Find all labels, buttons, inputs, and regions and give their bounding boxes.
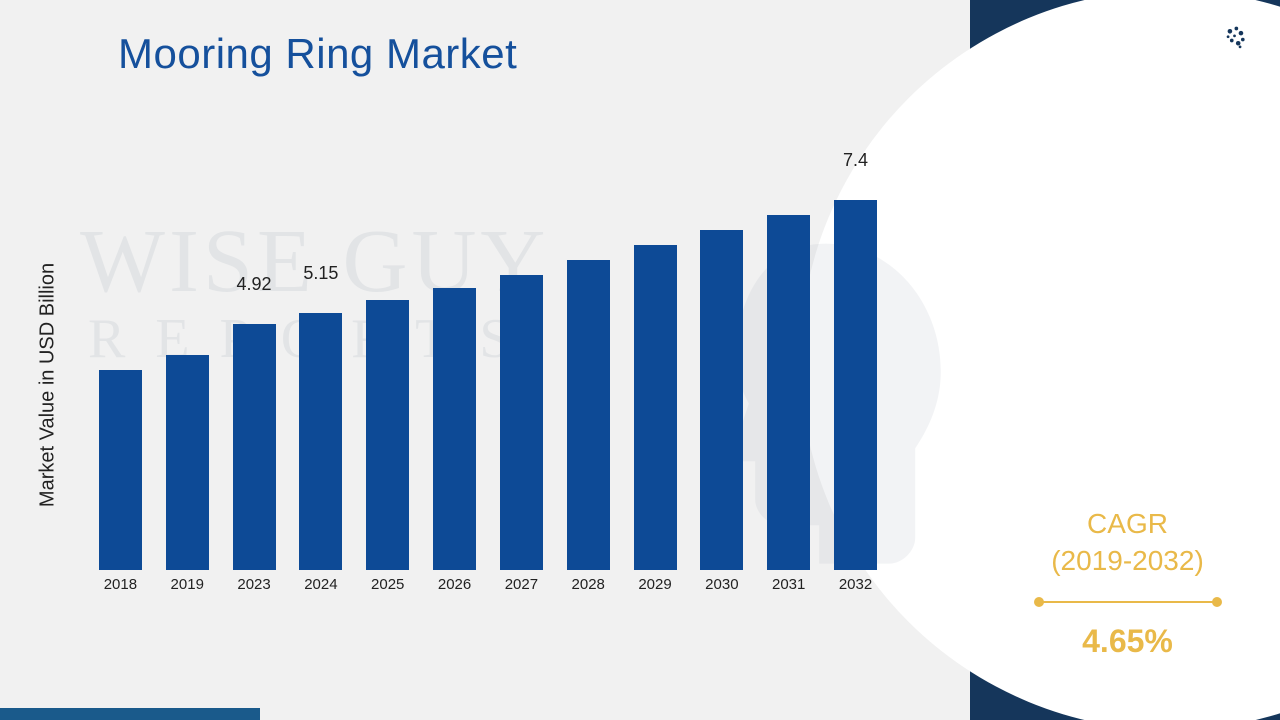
x-axis: 2018 2019 2023 2024 2025 2026 2027 2028 2029 2030… bbox=[90, 570, 886, 600]
bar bbox=[631, 245, 680, 570]
x-tick: 2029 bbox=[631, 570, 680, 600]
x-tick: 2028 bbox=[564, 570, 613, 600]
bar-value-label: 5.15 bbox=[303, 263, 338, 288]
bar-rect bbox=[567, 260, 610, 570]
bar bbox=[163, 355, 212, 570]
logo-text-line2: REPORTS bbox=[992, 74, 1252, 95]
x-tick: 2023 bbox=[230, 570, 279, 600]
cagr-divider bbox=[1038, 597, 1218, 607]
bar-rect bbox=[233, 324, 276, 570]
x-tick: 2024 bbox=[296, 570, 345, 600]
bottom-accent-bar bbox=[0, 708, 260, 720]
x-tick: 2032 bbox=[831, 570, 880, 600]
x-tick: 2031 bbox=[764, 570, 813, 600]
x-tick: 2025 bbox=[363, 570, 412, 600]
bar-rect bbox=[834, 200, 877, 570]
cagr-block: CAGR (2019-2032) 4.65% bbox=[1015, 506, 1240, 660]
bar: 5.15 bbox=[296, 313, 345, 571]
bar bbox=[764, 215, 813, 570]
bar-value-label: 7.4 bbox=[843, 150, 868, 175]
bar-rect bbox=[500, 275, 543, 570]
bar bbox=[430, 288, 479, 571]
bars-container: 4.92 5.15 7.4 bbox=[90, 170, 886, 570]
bar-chart: Market Value in USD Billion 4.925.157.4 … bbox=[56, 170, 886, 600]
bar-rect bbox=[634, 245, 677, 570]
logo-text-line1: WISE GUY bbox=[997, 24, 1198, 68]
x-tick: 2030 bbox=[697, 570, 746, 600]
x-tick: 2018 bbox=[96, 570, 145, 600]
bar-rect bbox=[366, 300, 409, 570]
bar-rect bbox=[433, 288, 476, 571]
chart-title: Mooring Ring Market bbox=[118, 30, 517, 78]
plot-area: 4.92 5.15 7.4 bbox=[90, 170, 886, 570]
cagr-label-line1: CAGR bbox=[1015, 506, 1240, 542]
bar bbox=[363, 300, 412, 570]
bar bbox=[564, 260, 613, 570]
x-tick: 2019 bbox=[163, 570, 212, 600]
brain-head-icon bbox=[1206, 20, 1252, 72]
report-infographic: Mooring Ring Market WISE GUY REPORTS WIS… bbox=[0, 0, 1280, 720]
x-tick: 2026 bbox=[430, 570, 479, 600]
bar-rect bbox=[299, 313, 342, 571]
bar-rect bbox=[99, 370, 142, 570]
bar-rect bbox=[767, 215, 810, 570]
x-tick: 2027 bbox=[497, 570, 546, 600]
bar: 4.92 bbox=[230, 324, 279, 570]
bar-rect bbox=[166, 355, 209, 570]
bar-rect bbox=[700, 230, 743, 570]
cagr-value: 4.65% bbox=[1015, 623, 1240, 660]
bar bbox=[96, 370, 145, 570]
y-axis-label: Market Value in USD Billion bbox=[37, 263, 60, 507]
bar bbox=[697, 230, 746, 570]
cagr-label-line2: (2019-2032) bbox=[1015, 543, 1240, 579]
bar bbox=[497, 275, 546, 570]
bar-value-label: 4.92 bbox=[237, 274, 272, 299]
bar: 7.4 bbox=[831, 200, 880, 570]
brand-logo: WISE GUY REPORTS bbox=[992, 20, 1252, 95]
